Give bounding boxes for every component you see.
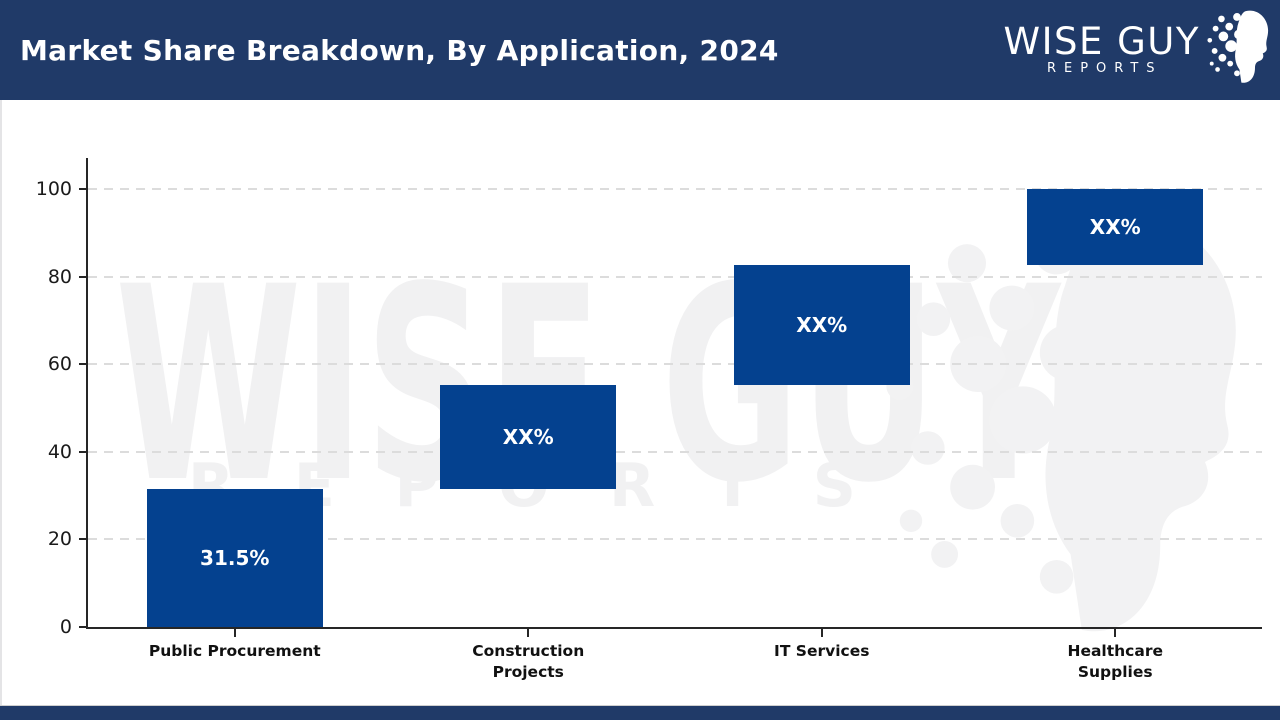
y-tick-mark [79,538,88,541]
y-tick-label: 20 [47,528,72,551]
bar: XX% [1027,189,1204,266]
bar-value-label: 31.5% [200,546,270,570]
brand-wordmark: WISE GUY [1003,20,1200,63]
brand-subtitle: REPORTS [1046,61,1163,76]
y-tick-label: 80 [47,265,72,288]
footer-bar [0,705,1280,720]
brand-logo: WISE GUY REPORTS [1004,6,1280,94]
bar: XX% [440,384,617,490]
x-tick-mark [1114,629,1117,637]
gridline [88,538,1262,541]
bar: 31.5% [146,489,323,627]
y-tick-mark [79,626,88,628]
y-tick-mark [79,363,88,366]
page-title: Market Share Breakdown, By Application, … [20,33,779,67]
y-tick-label: 60 [47,353,72,376]
x-tick-mark [233,629,236,637]
bar-value-label: XX% [796,312,848,337]
header: Market Share Breakdown, By Application, … [0,0,1280,100]
gridline [88,450,1262,453]
bar: XX% [733,265,910,385]
y-tick-label: 40 [47,440,72,463]
x-axis-line [86,627,1262,629]
x-tick-label: Public Procurement [148,642,321,660]
bar-value-label: XX% [502,424,554,449]
y-tick-mark [79,450,88,453]
y-tick-mark [79,275,88,278]
gridline [88,275,1262,278]
y-tick-mark [79,188,88,190]
y-tick-label: 100 [35,178,72,200]
brand-head-icon [1207,10,1269,83]
x-tick-mark [820,629,823,637]
x-tick-mark [527,629,530,637]
left-edge-line [0,100,2,706]
x-tick-label: IT Services [774,642,870,660]
x-tick-label: Construction Projects [472,642,585,681]
gridline [88,188,1262,190]
brand-logo-text: WISE GUY REPORTS [1003,20,1200,76]
y-axis-line [86,158,88,629]
x-tick-label: Healthcare Supplies [1067,642,1163,681]
bar-value-label: XX% [1089,215,1141,240]
gridline [88,363,1262,366]
y-tick-label: 0 [59,616,72,638]
